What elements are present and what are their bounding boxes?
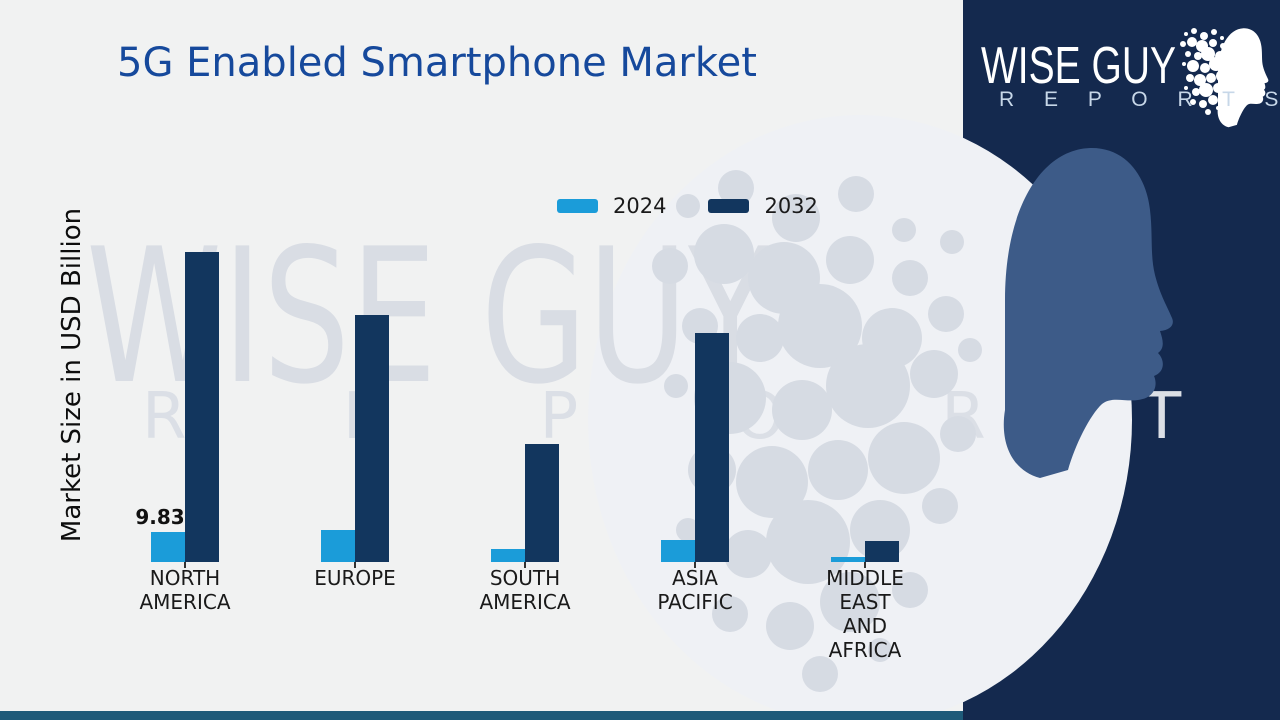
bar-2032-north-america <box>185 252 219 562</box>
bar-2032-asia-pacific <box>695 333 729 562</box>
bar-2024-middle-east-and-africa <box>831 557 865 562</box>
bottom-accent-bar <box>0 711 963 720</box>
category-label-europe: EUROPE <box>314 566 396 590</box>
legend-item-2024: 2024 <box>557 194 666 218</box>
bar-2032-europe <box>355 315 389 562</box>
chart-title: 5G Enabled Smartphone Market <box>117 40 757 86</box>
category-label-south-america: SOUTH AMERICA <box>479 566 571 614</box>
x-axis-tick <box>184 562 186 568</box>
legend-swatch-2024 <box>557 199 598 213</box>
bar-value-label: 9.83 <box>135 505 185 529</box>
bar-2024-north-america <box>151 532 185 562</box>
chart-legend: 2024 2032 <box>557 192 818 220</box>
bar-2032-middle-east-and-africa <box>865 541 899 562</box>
legend-item-2032: 2032 <box>708 194 818 218</box>
bar-2032-south-america <box>525 444 559 562</box>
category-label-asia-pacific: ASIA PACIFIC <box>657 566 733 614</box>
x-axis-tick <box>524 562 526 568</box>
y-axis-label: Market Size in USD Billion <box>57 207 87 543</box>
logo-wiseguy-text: WISE GUY <box>981 37 1177 95</box>
bar-2024-south-america <box>491 549 525 562</box>
x-axis-tick <box>354 562 356 568</box>
category-label-north-america: NORTH AMERICA <box>139 566 231 614</box>
legend-swatch-2032 <box>708 199 750 213</box>
legend-label: 2024 <box>613 194 667 218</box>
bar-2024-asia-pacific <box>661 540 695 562</box>
category-label-middle-east-and-africa: MIDDLE EAST AND AFRICA <box>826 566 904 662</box>
bar-2024-europe <box>321 530 355 562</box>
legend-label: 2032 <box>764 194 818 218</box>
logo-reports-text: R E P O R T S <box>999 88 1280 111</box>
